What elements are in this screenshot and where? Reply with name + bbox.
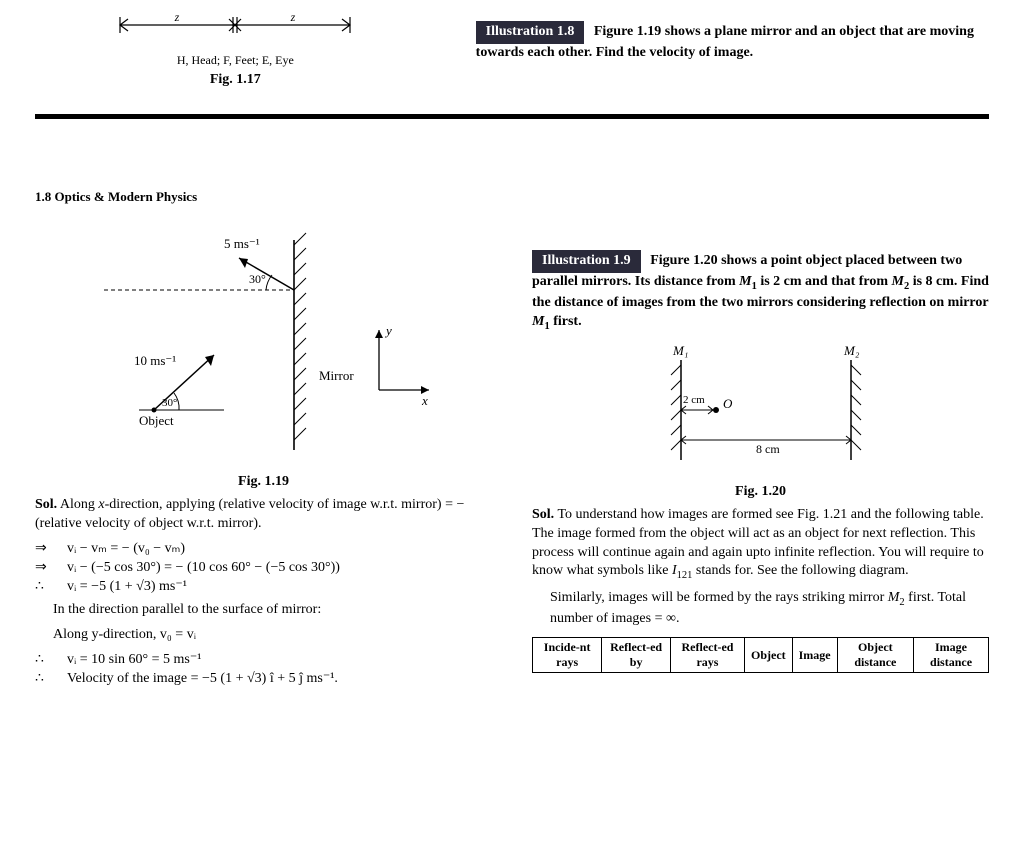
imply-1: ⇒ — [35, 540, 55, 557]
divider — [35, 114, 989, 119]
fig120-d1: 2 cm — [683, 394, 705, 406]
th-3: Reflect-ed rays — [670, 638, 744, 673]
sol-right-p1-text: To understand how images are formed see … — [532, 507, 984, 579]
page: z z H, Head; F, Feet; E, Eye Fig. 1.17 I… — [35, 15, 989, 689]
therefore-2: ∴ — [35, 651, 55, 668]
ill18-para: Illustration 1.8 Figure 1.19 shows a pla… — [476, 21, 989, 63]
image-table: Incide-nt rays Reflect-ed by Reflect-ed … — [532, 637, 989, 673]
th-5: Image — [792, 638, 837, 673]
th-1: Incide-nt rays — [533, 638, 602, 673]
sol-left-line2: In the direction parallel to the surface… — [53, 601, 492, 620]
fig120-svg: M₁ M₂ O 2 cm — [631, 340, 891, 480]
fig119-axis-x: x — [421, 393, 428, 408]
right-col: Illustration 1.9 Figure 1.20 shows a poi… — [532, 220, 989, 689]
therefore-3: ∴ — [35, 670, 55, 687]
svg-text:z: z — [290, 15, 296, 24]
fig119-svg: 5 ms⁻¹ 30° 10 ms⁻¹ 30° Object Mirror — [94, 220, 434, 470]
eq-row-4: ∴ vᵢ = 10 sin 60° = 5 ms⁻¹ — [35, 651, 492, 668]
th-6: Object distance — [837, 638, 913, 673]
ill19-tag: Illustration 1.9 — [532, 250, 641, 273]
fig119-speed-bot: 10 ms⁻¹ — [134, 353, 176, 368]
fig117-svg: z z — [105, 15, 365, 53]
top-row: z z H, Head; F, Feet; E, Eye Fig. 1.17 I… — [35, 15, 989, 88]
fig117-block: z z H, Head; F, Feet; E, Eye Fig. 1.17 — [35, 15, 436, 88]
eq3: vᵢ = −5 (1 + √3) ms⁻¹ — [67, 578, 187, 595]
sol-right-p2: Similarly, images will be formed by the … — [550, 589, 989, 629]
fig120-caption: Fig. 1.20 — [532, 484, 989, 500]
main-row: 5 ms⁻¹ 30° 10 ms⁻¹ 30° Object Mirror — [35, 220, 989, 689]
fig119-mirror-label: Mirror — [319, 368, 354, 383]
fig120-m2: M₂ — [843, 343, 860, 358]
imply-2: ⇒ — [35, 559, 55, 576]
sol-right-p1: Sol. To understand how images are formed… — [532, 506, 989, 584]
left-col: 5 ms⁻¹ 30° 10 ms⁻¹ 30° Object Mirror — [35, 220, 492, 689]
fig119-axis-y: y — [384, 323, 392, 338]
ill19-para: Illustration 1.9 Figure 1.20 shows a poi… — [532, 250, 989, 334]
fig119-angle-bot: 30° — [162, 397, 177, 409]
eq1: vᵢ − vₘ = − (v₀ − vₘ) — [67, 540, 185, 557]
final: Velocity of the image = −5 (1 + √3) î + … — [67, 670, 338, 687]
fig120-m1: M₁ — [672, 343, 688, 358]
th-2: Reflect-ed by — [602, 638, 671, 673]
th-7: Image distance — [914, 638, 989, 673]
svg-text:z: z — [174, 15, 180, 24]
eq-row-1: ⇒ vᵢ − vₘ = − (v₀ − vₘ) — [35, 540, 492, 557]
fig120-o: O — [723, 396, 733, 411]
th-4: Object — [744, 638, 792, 673]
section-header: 1.8 Optics & Modern Physics — [35, 189, 989, 205]
fig119-caption: Fig. 1.19 — [35, 474, 492, 490]
fig117-labels: H, Head; F, Feet; E, Eye — [35, 53, 436, 68]
eq2: vᵢ − (−5 cos 30°) = − (10 cos 60° − (−5 … — [67, 560, 340, 576]
ill18-tag: Illustration 1.8 — [476, 21, 585, 44]
therefore-1: ∴ — [35, 578, 55, 595]
fig120-d2: 8 cm — [756, 442, 780, 456]
eq-row-5: ∴ Velocity of the image = −5 (1 + √3) î … — [35, 670, 492, 687]
fig119-angle-top: 30° — [249, 272, 266, 286]
eq4: vᵢ = 10 sin 60° = 5 ms⁻¹ — [67, 651, 201, 668]
eq-row-2: ⇒ vᵢ − (−5 cos 30°) = − (10 cos 60° − (−… — [35, 559, 492, 576]
eq-row-3: ∴ vᵢ = −5 (1 + √3) ms⁻¹ — [35, 578, 492, 595]
table-row: Incide-nt rays Reflect-ed by Reflect-ed … — [533, 638, 989, 673]
fig119-speed-top: 5 ms⁻¹ — [224, 236, 260, 251]
sol-left-line3: Along y-direction, v₀ = vᵢ — [53, 626, 492, 645]
sol-left-1: Sol. Along x-direction, applying (relati… — [35, 496, 492, 534]
fig119-object-label: Object — [139, 413, 174, 428]
fig117-caption: Fig. 1.17 — [35, 72, 436, 88]
ill18-block: Illustration 1.8 Figure 1.19 shows a pla… — [476, 15, 989, 88]
sol-left-line1-rest: Along x-direction, applying (relative ve… — [35, 497, 464, 531]
